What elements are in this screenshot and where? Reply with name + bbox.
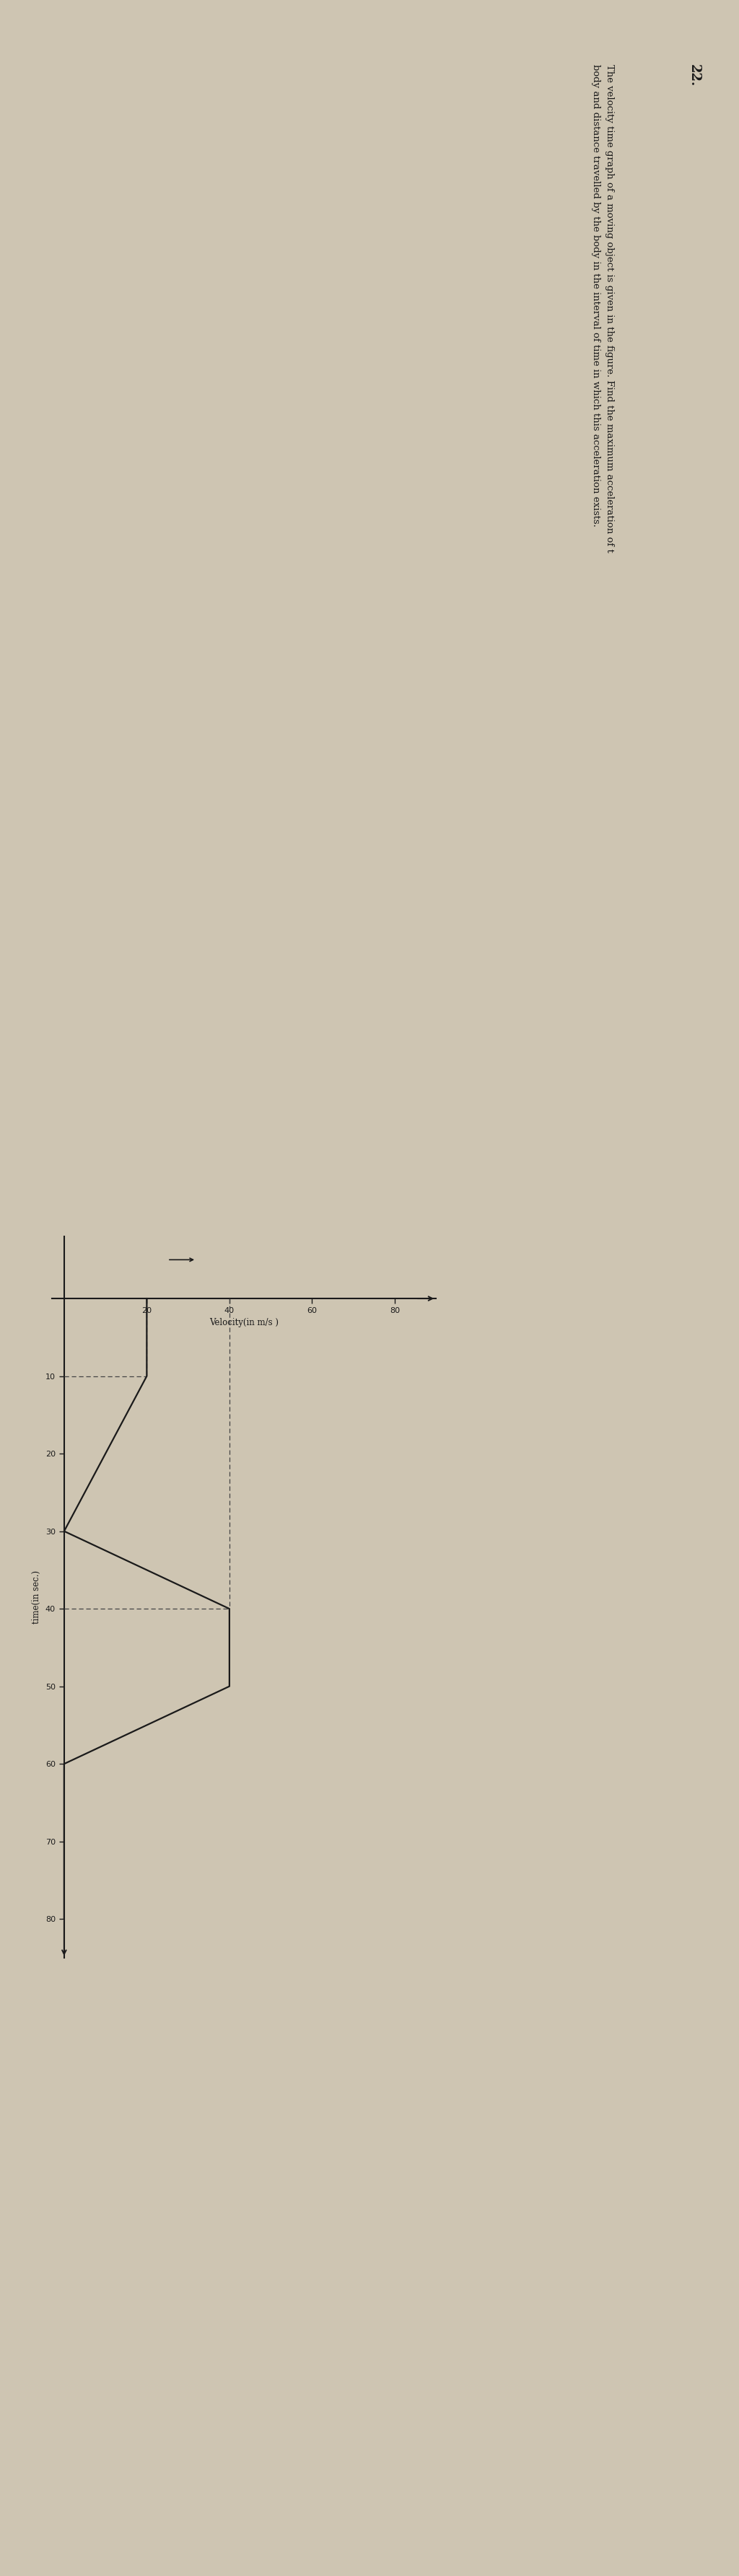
Y-axis label: time(in sec.): time(in sec.) xyxy=(32,1571,41,1623)
Text: The velocity time graph of a moving object is given in the figure. Find the maxi: The velocity time graph of a moving obje… xyxy=(591,64,614,554)
Text: 22.: 22. xyxy=(687,64,701,88)
X-axis label: Velocity(in m/s ): Velocity(in m/s ) xyxy=(209,1319,279,1327)
